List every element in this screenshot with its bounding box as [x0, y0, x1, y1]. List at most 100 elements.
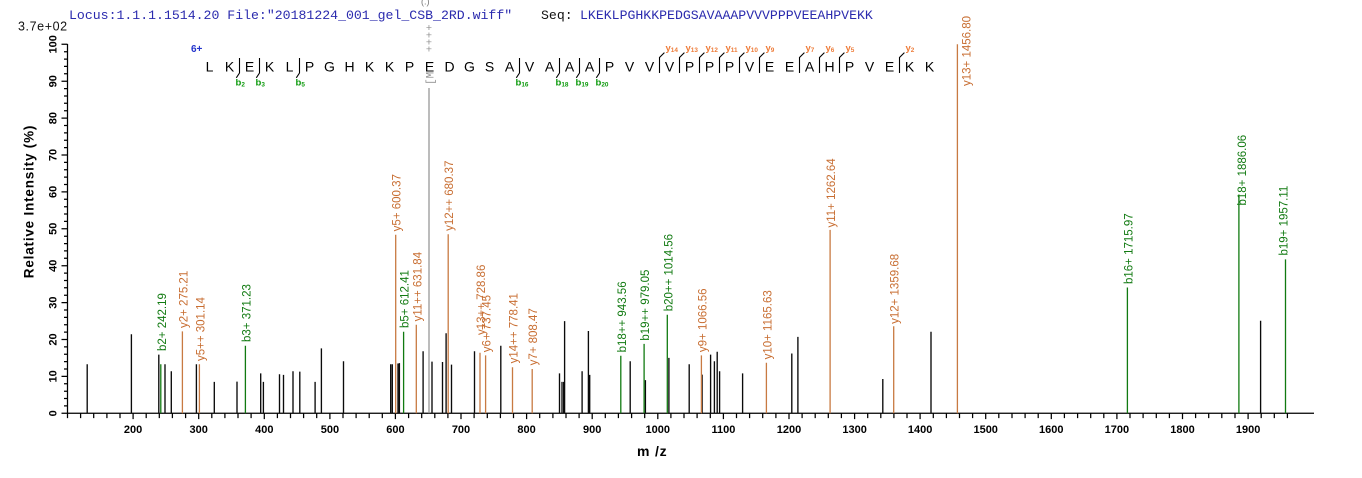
- svg-text:b20++ 1014.56: b20++ 1014.56: [663, 234, 675, 311]
- svg-text:b2: b2: [236, 78, 246, 89]
- svg-text:y12+ 1359.68: y12+ 1359.68: [890, 254, 902, 324]
- svg-text:D: D: [444, 58, 454, 74]
- svg-text:500: 500: [321, 424, 339, 436]
- svg-text:K: K: [905, 58, 915, 74]
- svg-text:V: V: [525, 58, 535, 74]
- svg-text:G: G: [324, 58, 335, 74]
- svg-text:A: A: [565, 58, 575, 74]
- svg-text:+: +: [426, 44, 432, 56]
- svg-text:900: 900: [583, 424, 601, 436]
- svg-text:y5+ 600.37: y5+ 600.37: [392, 174, 404, 231]
- svg-text:90: 90: [48, 75, 60, 87]
- svg-text:y2: y2: [906, 43, 915, 54]
- svg-text:A: A: [545, 58, 555, 74]
- svg-text:y6: y6: [826, 43, 835, 54]
- svg-text:y5: y5: [846, 43, 855, 54]
- svg-text:20: 20: [48, 333, 60, 345]
- svg-text:y12: y12: [706, 43, 719, 54]
- svg-text:K: K: [385, 58, 395, 74]
- svg-text:y6+ 737.45: y6+ 737.45: [482, 295, 494, 352]
- svg-text:V: V: [645, 58, 655, 74]
- svg-text:40: 40: [48, 260, 60, 272]
- svg-text:y11++ 631.84: y11++ 631.84: [412, 251, 424, 321]
- svg-text:m /z: m /z: [637, 443, 667, 459]
- svg-text:y12++ 680.37: y12++ 680.37: [444, 161, 456, 231]
- svg-text:V: V: [745, 58, 755, 74]
- svg-text:1400: 1400: [908, 424, 932, 436]
- svg-text:400: 400: [255, 424, 273, 436]
- svg-text:Relative Intensity (%): Relative Intensity (%): [22, 125, 37, 278]
- svg-text:y9: y9: [766, 43, 775, 54]
- svg-text:K: K: [925, 58, 935, 74]
- svg-text:Locus:1.1.1.1514.20 File:"2018: Locus:1.1.1.1514.20 File:"20181224_001_g…: [69, 8, 512, 23]
- svg-text:600: 600: [386, 424, 404, 436]
- svg-text:E: E: [885, 58, 894, 74]
- svg-text:P: P: [405, 58, 414, 74]
- svg-text:y10: y10: [746, 43, 759, 54]
- svg-text:6+: 6+: [191, 44, 203, 55]
- svg-text:H: H: [344, 58, 354, 74]
- svg-text:[M: [M: [426, 72, 438, 85]
- svg-text:K: K: [265, 58, 275, 74]
- svg-text:y7+ 808.47: y7+ 808.47: [528, 308, 540, 365]
- svg-text:y13: y13: [686, 43, 699, 54]
- svg-text:y11+ 1262.64: y11+ 1262.64: [826, 158, 838, 228]
- svg-text:3.7e+02: 3.7e+02: [18, 20, 68, 34]
- svg-text:b3: b3: [256, 78, 266, 89]
- svg-text:b19+ 1957.11: b19+ 1957.11: [1279, 186, 1291, 256]
- svg-text:b18++ 943.56: b18++ 943.56: [617, 281, 629, 352]
- svg-text:+: +: [426, 22, 432, 34]
- svg-text:y9+ 1066.56: y9+ 1066.56: [697, 288, 709, 352]
- svg-text:K: K: [225, 58, 235, 74]
- svg-text:1700: 1700: [1105, 424, 1129, 436]
- svg-text:LKEKLPGHKKPEDGSAVAAAPVVVPPPVEE: LKEKLPGHKKPEDGSAVAAAPVVVPPPVEEAHPVEKK: [580, 8, 873, 23]
- svg-text:b5+ 612.41: b5+ 612.41: [400, 270, 412, 328]
- svg-text:G: G: [464, 58, 475, 74]
- svg-text:E: E: [765, 58, 774, 74]
- svg-text:70: 70: [48, 149, 60, 161]
- svg-text:b3+ 371.23: b3+ 371.23: [241, 284, 253, 342]
- svg-text:80: 80: [48, 112, 60, 124]
- svg-text:y5++ 301.14: y5++ 301.14: [195, 296, 207, 361]
- svg-text:b18: b18: [556, 78, 569, 89]
- svg-text:1600: 1600: [1039, 424, 1063, 436]
- svg-text:H: H: [824, 58, 834, 74]
- svg-text:1800: 1800: [1170, 424, 1194, 436]
- svg-text:1100: 1100: [711, 424, 735, 436]
- svg-text:1300: 1300: [842, 424, 866, 436]
- svg-text:P: P: [725, 58, 734, 74]
- svg-text:0: 0: [48, 410, 60, 416]
- svg-text:L: L: [286, 58, 294, 74]
- svg-text:E: E: [785, 58, 794, 74]
- svg-text:A: A: [585, 58, 595, 74]
- svg-text:60: 60: [48, 186, 60, 198]
- svg-text:b20: b20: [596, 78, 609, 89]
- svg-text:P: P: [705, 58, 714, 74]
- svg-text:30: 30: [48, 296, 60, 308]
- svg-text:L: L: [206, 58, 214, 74]
- svg-text:V: V: [865, 58, 875, 74]
- svg-text:E: E: [425, 58, 434, 74]
- svg-text:b18+ 1886.06: b18+ 1886.06: [1237, 135, 1249, 206]
- svg-text:P: P: [845, 58, 854, 74]
- svg-text:10: 10: [48, 370, 60, 382]
- svg-text:+: +: [426, 36, 432, 48]
- svg-text:y14: y14: [666, 43, 679, 54]
- svg-text:A: A: [505, 58, 515, 74]
- svg-text:b19: b19: [576, 78, 589, 89]
- svg-text:A: A: [805, 58, 815, 74]
- svg-text:b16+ 1715.97: b16+ 1715.97: [1123, 213, 1135, 284]
- svg-text:P: P: [685, 58, 694, 74]
- svg-text:S: S: [485, 58, 494, 74]
- svg-text:P: P: [305, 58, 314, 74]
- svg-text:P: P: [605, 58, 614, 74]
- svg-text:200: 200: [124, 424, 142, 436]
- svg-text:y14++ 778.41: y14++ 778.41: [509, 293, 521, 363]
- svg-text:b16: b16: [516, 78, 529, 89]
- svg-text:y7: y7: [806, 43, 815, 54]
- svg-text:300: 300: [190, 424, 208, 436]
- svg-text:50: 50: [48, 223, 60, 235]
- svg-text:700: 700: [452, 424, 470, 436]
- svg-text:1500: 1500: [973, 424, 997, 436]
- svg-text:+: +: [426, 29, 432, 41]
